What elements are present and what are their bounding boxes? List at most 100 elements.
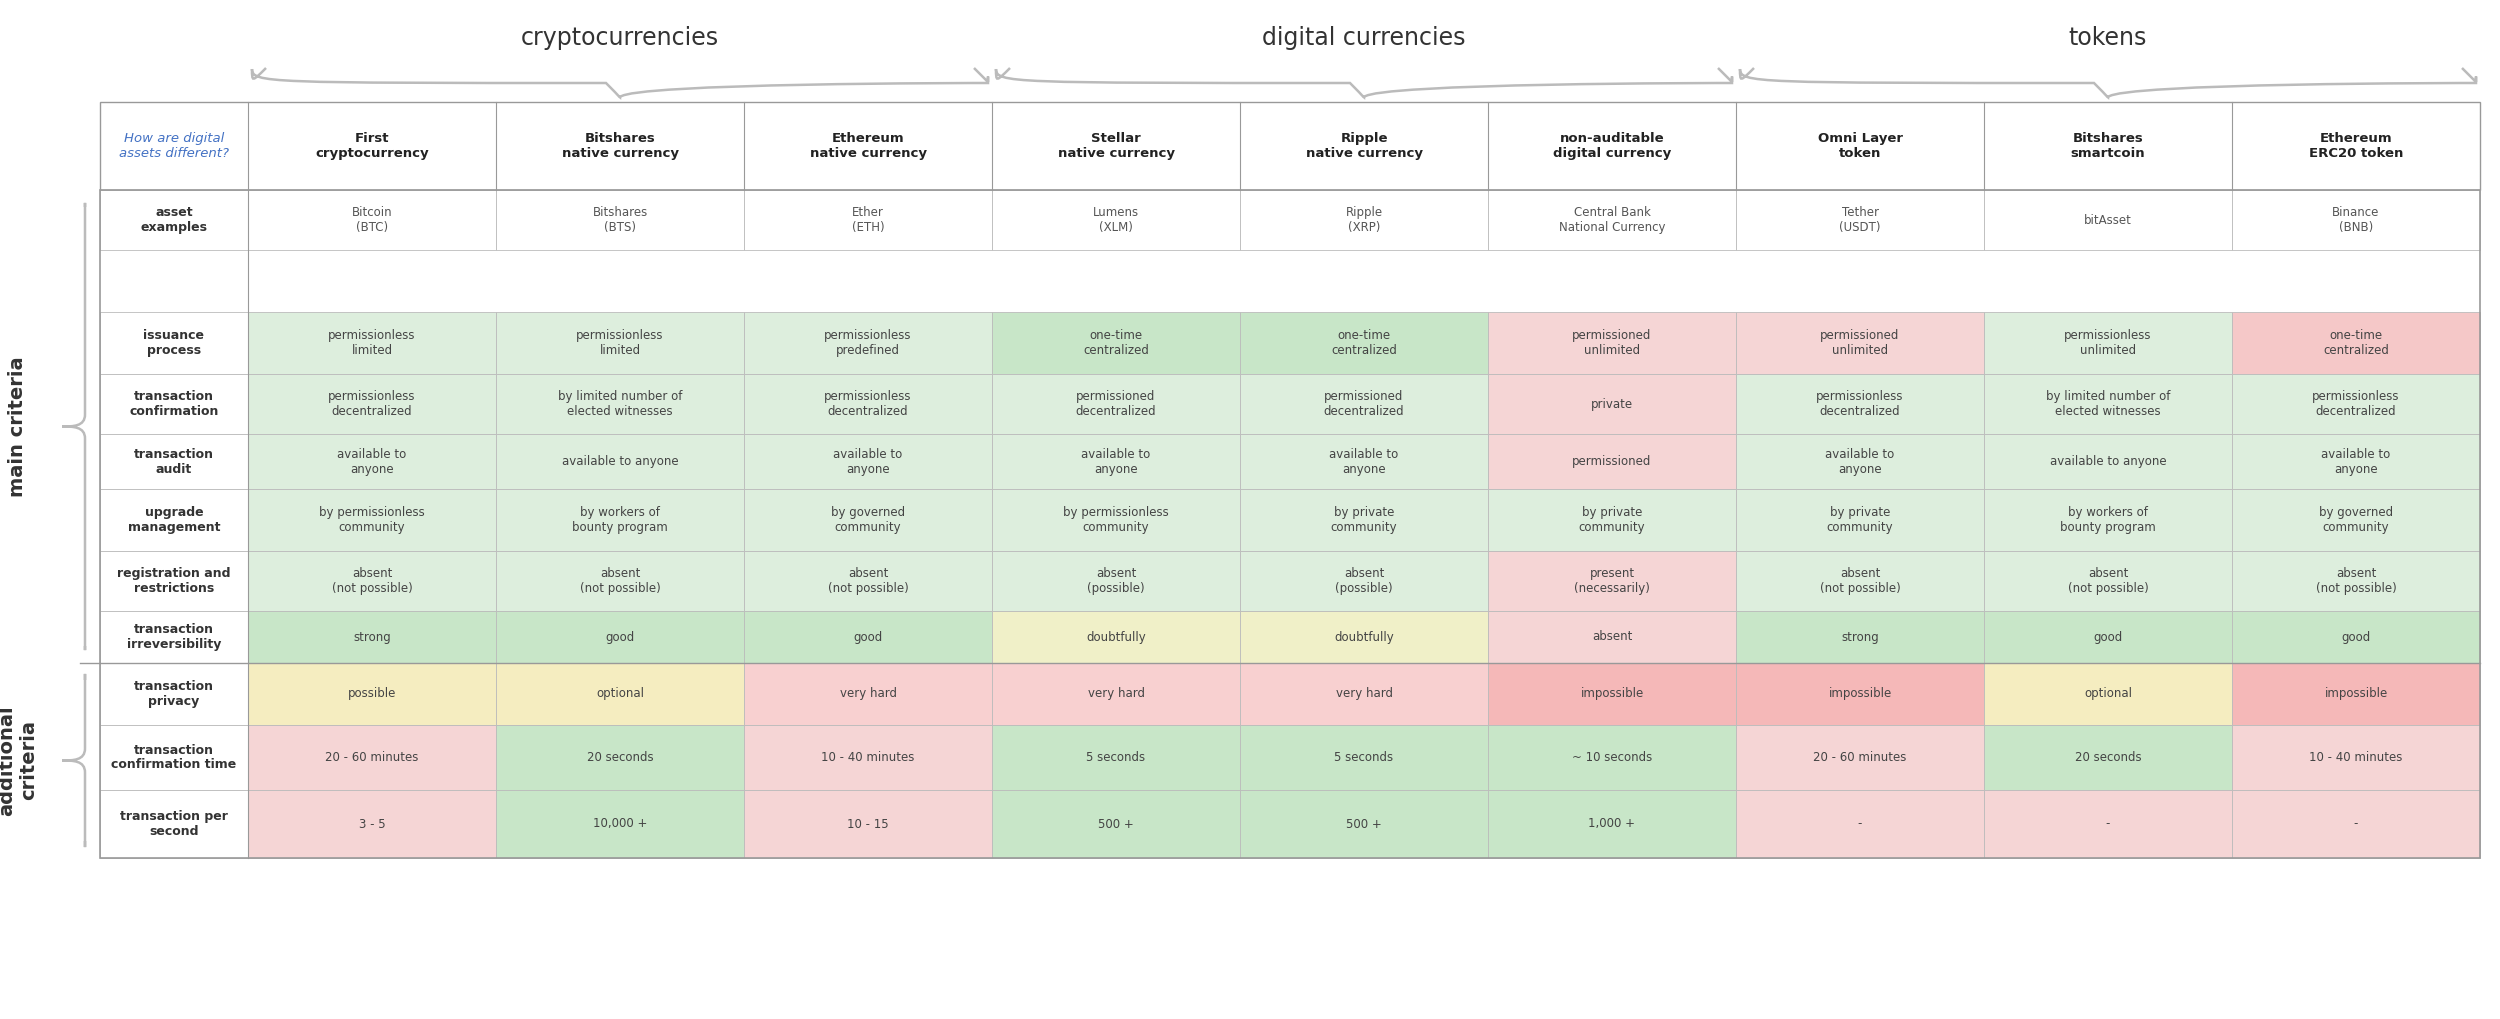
Text: by limited number of
elected witnesses: by limited number of elected witnesses <box>2045 390 2170 418</box>
Bar <box>1488 663 1735 725</box>
Text: absent
(not possible): absent (not possible) <box>2068 567 2148 595</box>
Bar <box>1735 489 1985 551</box>
Bar <box>1735 790 1985 858</box>
Bar <box>1240 611 1488 663</box>
Bar <box>745 611 993 663</box>
Bar <box>2232 663 2480 725</box>
Bar <box>495 725 745 790</box>
Text: available to
anyone: available to anyone <box>1330 447 1398 476</box>
Text: permissioned
unlimited: permissioned unlimited <box>1572 329 1652 357</box>
Bar <box>100 663 248 725</box>
Text: doubtfully: doubtfully <box>1085 631 1145 644</box>
Text: transaction
audit: transaction audit <box>135 447 215 476</box>
Text: impossible: impossible <box>1828 688 1892 700</box>
Text: digital currencies: digital currencies <box>1262 26 1465 50</box>
Text: available to
anyone: available to anyone <box>338 447 408 476</box>
Bar <box>1985 190 2232 250</box>
Bar <box>992 489 1240 551</box>
Text: by workers of
bounty program: by workers of bounty program <box>572 506 668 534</box>
Bar <box>2232 374 2480 434</box>
Bar <box>495 374 745 434</box>
Text: available to anyone: available to anyone <box>2050 455 2168 468</box>
Text: -: - <box>2105 817 2110 830</box>
Bar <box>2232 434 2480 489</box>
Text: good: good <box>2092 631 2122 644</box>
Bar <box>745 790 993 858</box>
Bar <box>992 434 1240 489</box>
Bar <box>248 611 495 663</box>
Bar <box>745 663 993 725</box>
Bar <box>1735 663 1985 725</box>
Text: 10 - 40 minutes: 10 - 40 minutes <box>822 751 915 764</box>
Bar <box>1488 611 1735 663</box>
Text: doubtfully: doubtfully <box>1335 631 1395 644</box>
Text: Ethereum
native currency: Ethereum native currency <box>810 132 928 160</box>
Text: 5 seconds: 5 seconds <box>1335 751 1392 764</box>
Text: 20 - 60 minutes: 20 - 60 minutes <box>1812 751 1908 764</box>
Text: permissionless
limited: permissionless limited <box>575 329 665 357</box>
Text: good: good <box>605 631 635 644</box>
Text: absent
(possible): absent (possible) <box>1088 567 1145 595</box>
Text: absent
(possible): absent (possible) <box>1335 567 1392 595</box>
Text: optional: optional <box>595 688 645 700</box>
Bar <box>100 190 248 250</box>
Text: permissionless
decentralized: permissionless decentralized <box>328 390 415 418</box>
Text: permissionless
predefined: permissionless predefined <box>825 329 912 357</box>
Text: by private
community: by private community <box>1578 506 1645 534</box>
Bar <box>248 190 495 250</box>
Bar <box>495 489 745 551</box>
Bar <box>1735 611 1985 663</box>
Text: available to anyone: available to anyone <box>562 455 678 468</box>
Bar <box>1488 190 1735 250</box>
Text: available to
anyone: available to anyone <box>1082 447 1150 476</box>
Bar <box>248 374 495 434</box>
Bar <box>2232 312 2480 374</box>
Text: permissioned
decentralized: permissioned decentralized <box>1322 390 1405 418</box>
Text: by governed
community: by governed community <box>830 506 905 534</box>
Text: 10,000 +: 10,000 + <box>592 817 648 830</box>
Text: by permissionless
community: by permissionless community <box>1062 506 1170 534</box>
Text: First
cryptocurrency: First cryptocurrency <box>315 132 430 160</box>
Text: Ripple
(XRP): Ripple (XRP) <box>1345 206 1382 234</box>
Text: Bitshares
smartcoin: Bitshares smartcoin <box>2070 132 2145 160</box>
Bar <box>2232 611 2480 663</box>
Bar <box>495 790 745 858</box>
Text: permissionless
decentralized: permissionless decentralized <box>825 390 912 418</box>
Text: permissioned
unlimited: permissioned unlimited <box>1820 329 1900 357</box>
Text: by governed
community: by governed community <box>2320 506 2392 534</box>
Text: absent
(not possible): absent (not possible) <box>332 567 412 595</box>
Text: absent
(not possible): absent (not possible) <box>828 567 907 595</box>
Bar <box>1240 434 1488 489</box>
Bar <box>100 790 248 858</box>
Bar <box>1240 663 1488 725</box>
Text: absent
(not possible): absent (not possible) <box>580 567 660 595</box>
Bar <box>100 434 248 489</box>
Text: by limited number of
elected witnesses: by limited number of elected witnesses <box>558 390 682 418</box>
Text: one-time
centralized: one-time centralized <box>2322 329 2390 357</box>
Text: available to
anyone: available to anyone <box>832 447 902 476</box>
Text: upgrade
management: upgrade management <box>127 506 220 534</box>
Bar <box>1735 190 1985 250</box>
Text: issuance
process: issuance process <box>142 329 205 357</box>
Text: very hard: very hard <box>840 688 897 700</box>
Text: absent
(not possible): absent (not possible) <box>2315 567 2398 595</box>
Bar <box>100 374 248 434</box>
Bar <box>992 790 1240 858</box>
Bar <box>1488 312 1735 374</box>
Text: transaction
privacy: transaction privacy <box>135 680 215 708</box>
Text: registration and
restrictions: registration and restrictions <box>118 567 230 595</box>
Bar <box>248 434 495 489</box>
Text: strong: strong <box>1840 631 1880 644</box>
Bar <box>1240 790 1488 858</box>
Text: Ripple
native currency: Ripple native currency <box>1305 132 1422 160</box>
Bar <box>1488 551 1735 611</box>
Text: -: - <box>2355 817 2358 830</box>
Bar <box>992 725 1240 790</box>
Bar <box>248 312 495 374</box>
Bar <box>1240 190 1488 250</box>
Text: by permissionless
community: by permissionless community <box>320 506 425 534</box>
Text: asset
examples: asset examples <box>140 206 208 234</box>
Text: 5 seconds: 5 seconds <box>1088 751 1145 764</box>
Bar <box>1985 725 2232 790</box>
Text: 500 +: 500 + <box>1345 817 1382 830</box>
